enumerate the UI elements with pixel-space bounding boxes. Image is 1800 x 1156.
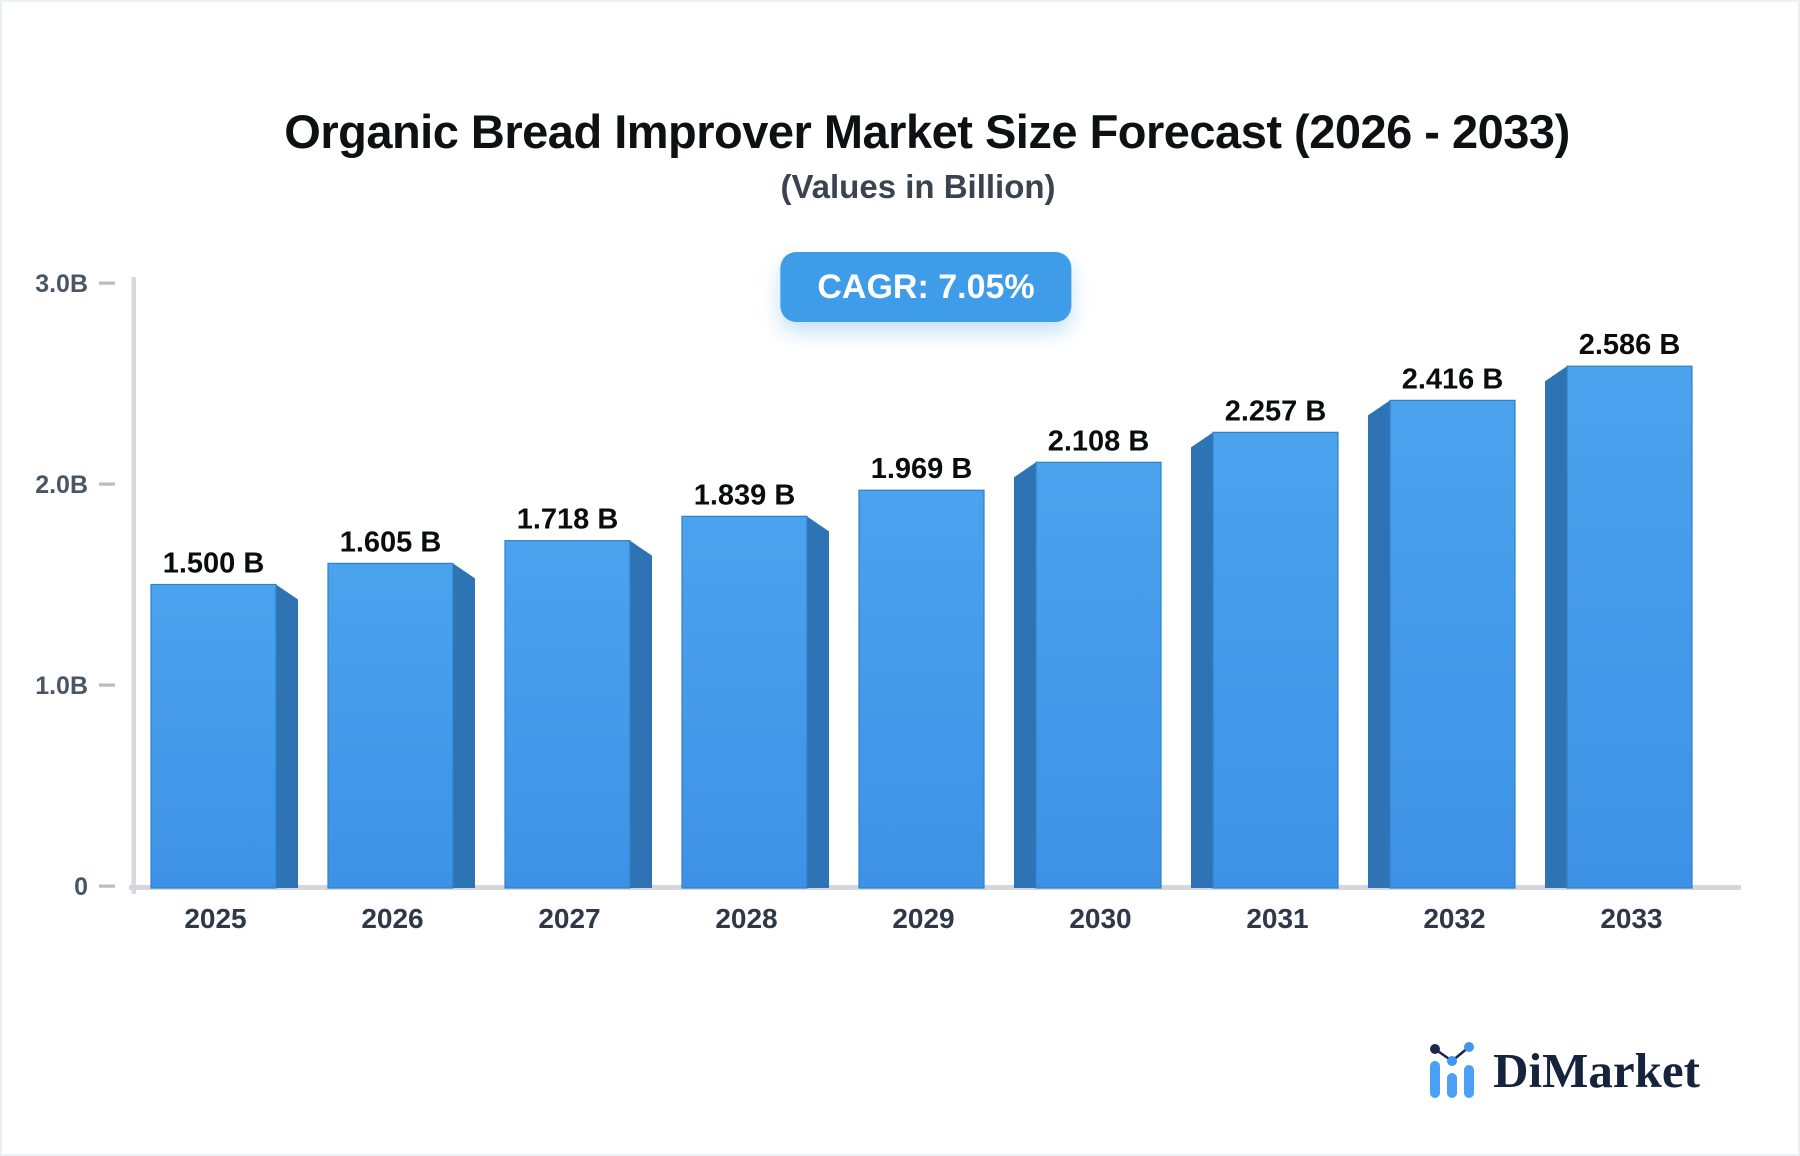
y-axis-tick — [99, 884, 115, 888]
brand-logo: DiMarket — [1427, 1032, 1700, 1108]
chart-title: Organic Bread Improver Market Size Forec… — [284, 105, 1570, 158]
bar-front — [1389, 399, 1516, 889]
bar-side — [630, 540, 652, 888]
chart-subtitle: (Values in Billion) — [780, 168, 1056, 205]
bar-front — [327, 562, 454, 889]
x-axis-label: 2025 — [184, 903, 246, 934]
x-axis-label: 2027 — [538, 903, 600, 934]
y-axis-line — [131, 277, 136, 894]
bar-front — [681, 515, 808, 889]
x-axis-label: 2033 — [1600, 903, 1662, 934]
bar-side — [1014, 462, 1036, 888]
bar-value-label: 1.605 B — [340, 526, 442, 558]
bar-side — [1545, 366, 1567, 888]
x-axis-label: 2030 — [1069, 903, 1131, 934]
y-axis-tick — [99, 281, 115, 285]
x-axis-label: 2028 — [715, 903, 777, 934]
y-axis-label: 0 — [74, 873, 88, 901]
bar-front — [1212, 431, 1339, 889]
x-axis-label: 2029 — [892, 903, 954, 934]
bar-front — [150, 583, 277, 889]
bar-front — [504, 540, 631, 889]
x-axis-label: 2031 — [1246, 903, 1308, 934]
bar-value-label: 1.969 B — [871, 453, 973, 485]
x-axis-label: 2026 — [361, 903, 423, 934]
y-axis-tick — [99, 482, 115, 486]
bar-value-label: 2.416 B — [1402, 363, 1504, 395]
bar-side — [453, 563, 475, 888]
bar-side — [1191, 432, 1213, 888]
y-axis-tick — [99, 683, 115, 687]
y-axis-label: 1.0B — [35, 672, 88, 700]
bar-side — [1368, 400, 1390, 888]
bar-value-label: 1.500 B — [163, 548, 265, 580]
bar-front — [1035, 461, 1162, 889]
bar-value-label: 2.257 B — [1225, 395, 1327, 427]
y-axis-label: 2.0B — [35, 471, 88, 499]
bar-side — [276, 584, 298, 888]
y-axis-label: 3.0B — [35, 270, 88, 298]
cagr-badge: CAGR: 7.05% — [780, 252, 1072, 322]
bar-front — [858, 489, 985, 889]
logo-text: DiMarket — [1493, 1042, 1700, 1098]
bar-value-label: 2.586 B — [1579, 329, 1681, 361]
bar-side — [807, 516, 829, 888]
bar-value-label: 1.718 B — [517, 504, 619, 536]
logo-bars-icon — [1430, 1042, 1475, 1098]
bar-value-label: 2.108 B — [1048, 425, 1150, 457]
bar-front — [1566, 365, 1693, 889]
x-axis-label: 2032 — [1423, 903, 1485, 934]
bar-value-label: 1.839 B — [694, 479, 796, 511]
